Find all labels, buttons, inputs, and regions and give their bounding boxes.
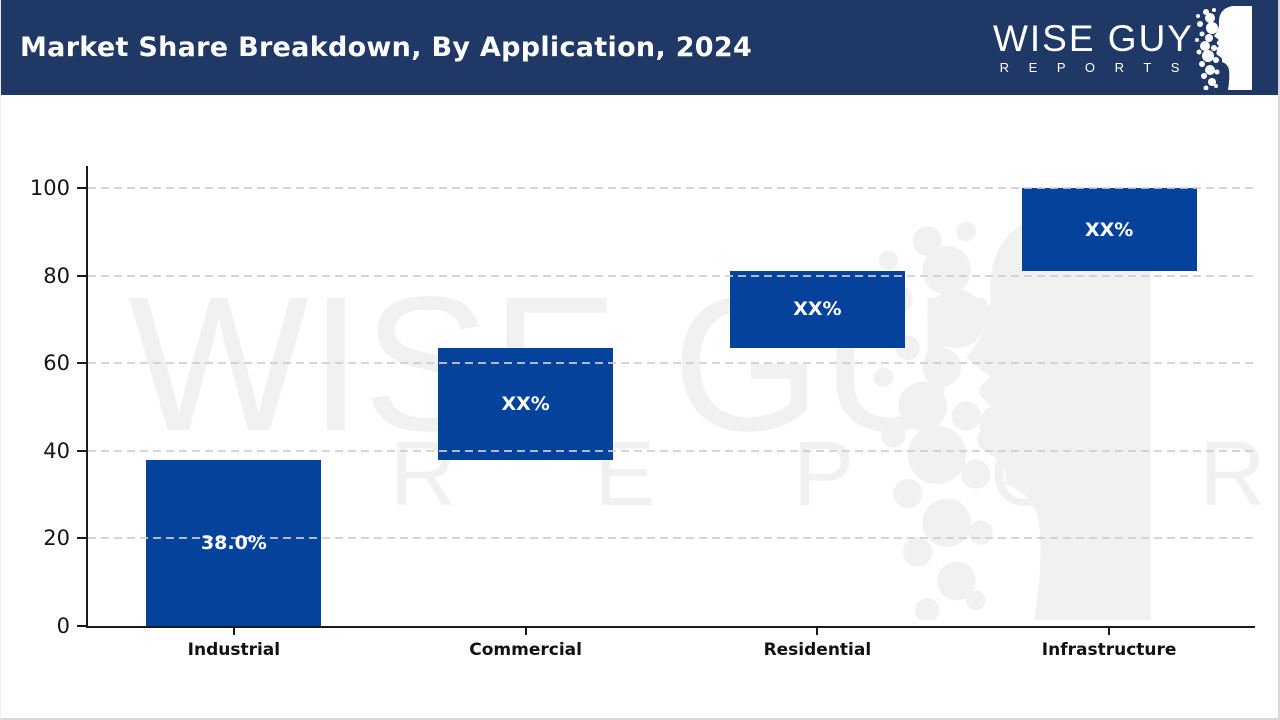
x-tick-infrastructure <box>1108 628 1111 635</box>
gridline-y-100 <box>88 186 1255 189</box>
bar-industrial <box>146 459 322 626</box>
y-axis-line <box>86 166 88 628</box>
x-tick-industrial <box>232 628 235 635</box>
y-tick-100 <box>77 186 86 189</box>
x-category-label-industrial: Industrial <box>187 640 281 660</box>
x-category-label-residential: Residential <box>763 640 872 660</box>
y-tick-80 <box>77 274 86 277</box>
wise-guy-logo: WISE GUY R E P O R T S <box>992 5 1266 90</box>
page-title: Market Share Breakdown, By Application, … <box>20 32 753 63</box>
x-axis-line <box>86 626 1255 628</box>
y-tick-label-80: 80 <box>43 263 70 288</box>
header-bar: Market Share Breakdown, By Application, … <box>0 0 1280 95</box>
x-category-label-infrastructure: Infrastructure <box>1041 640 1177 660</box>
logo-wordmark: WISE GUY <box>992 18 1194 60</box>
logo-head-icon <box>1178 5 1266 90</box>
x-category-label-commercial: Commercial <box>469 640 582 660</box>
bar-value-label-infrastructure: XX% <box>1084 218 1134 241</box>
gridline-y-40 <box>88 449 1255 452</box>
gridline-y-80 <box>88 274 1255 277</box>
bar-infrastructure <box>1021 187 1197 272</box>
y-tick-label-0: 0 <box>56 614 70 638</box>
y-tick-0 <box>77 625 86 627</box>
gridline-y-60 <box>88 362 1255 365</box>
y-tick-label-40: 40 <box>43 438 70 463</box>
bar-value-label-commercial: XX% <box>501 392 550 415</box>
y-tick-60 <box>77 362 86 365</box>
y-tick-20 <box>77 537 86 540</box>
x-tick-commercial <box>524 628 527 635</box>
bar-value-label-industrial: 38.0% <box>200 531 267 554</box>
y-tick-40 <box>77 449 86 452</box>
y-tick-label-20: 20 <box>43 526 70 551</box>
logo-text: WISE GUY R E P O R T S <box>992 18 1194 75</box>
bar-commercial <box>438 347 614 460</box>
bar-residential <box>729 271 905 348</box>
y-tick-label-60: 60 <box>43 351 70 376</box>
gridline-y-20 <box>88 537 1255 540</box>
x-tick-residential <box>816 628 819 635</box>
logo-subtitle: R E P O R T S <box>999 59 1188 75</box>
y-tick-label-100: 100 <box>29 175 70 200</box>
bar-value-label-residential: XX% <box>793 298 842 321</box>
